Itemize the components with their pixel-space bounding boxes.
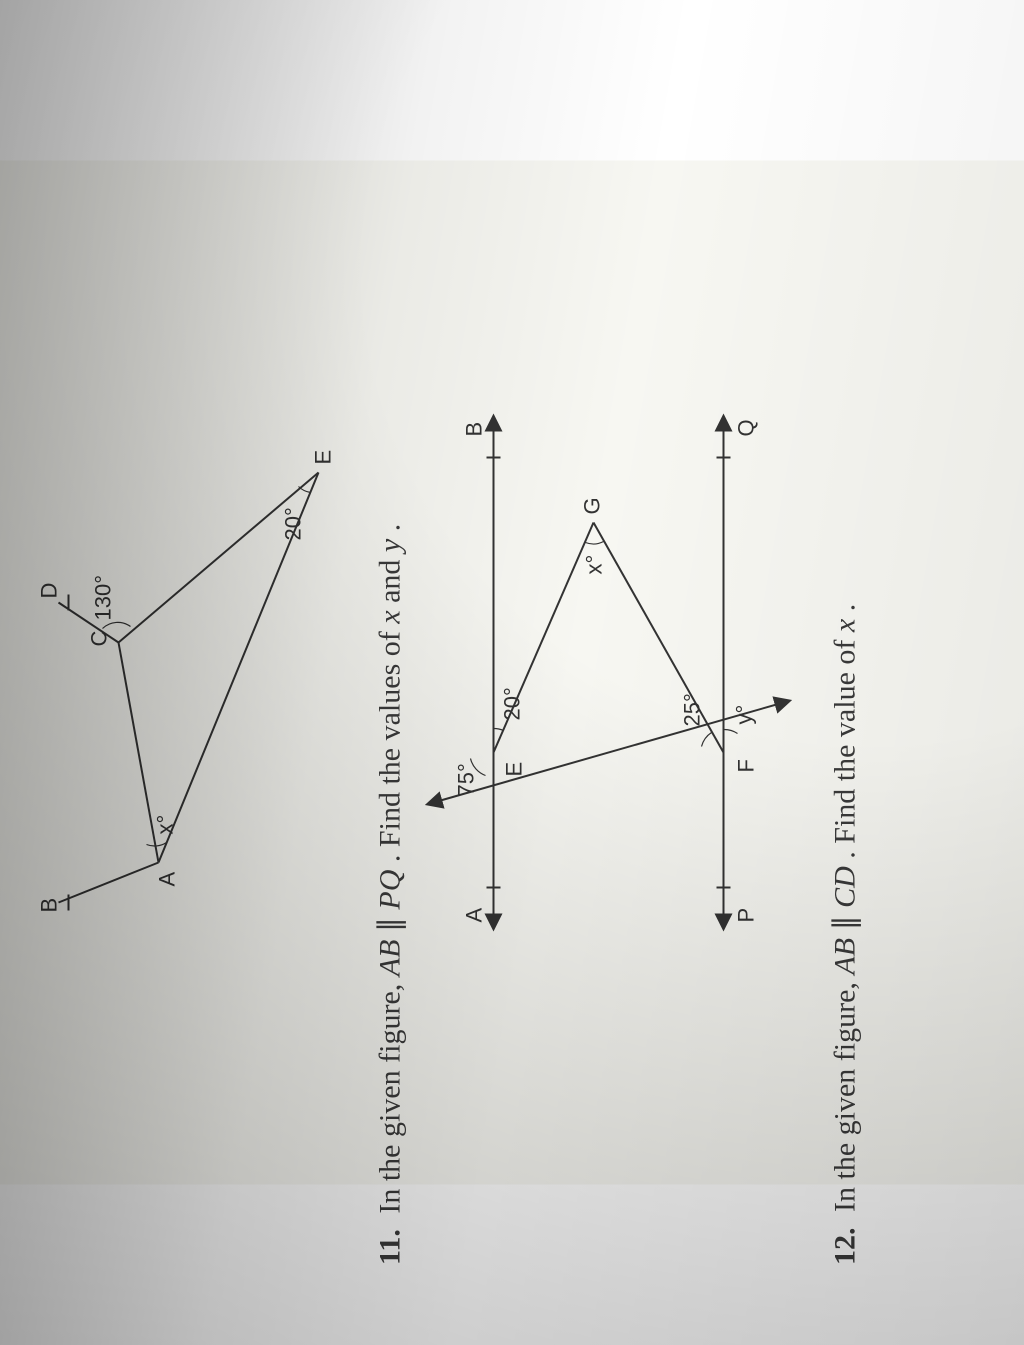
arc-Gx <box>585 542 603 544</box>
rotated-page: B D A C E x° 130° 20° 11. In the given f… <box>0 161 1024 1185</box>
angle-A-x: x° <box>152 815 177 835</box>
q11-suffix: . Find the values of <box>373 624 406 862</box>
ang-Gx: x° <box>581 555 606 575</box>
edge-CE <box>118 473 318 643</box>
q11-parallel: ∥ <box>373 910 406 933</box>
q12-prefix: In the given figure, <box>828 975 861 1212</box>
q11-prefix: In the given figure, <box>373 976 406 1213</box>
label-C: C <box>86 631 111 647</box>
label-F: F <box>733 759 758 772</box>
label-Q2: Q <box>733 419 758 436</box>
q12-number: 12. <box>828 1228 861 1266</box>
angle-E-20: 20° <box>280 507 305 540</box>
ang-Fy: y° <box>731 705 756 725</box>
q11-dot: . <box>373 524 406 532</box>
label-A2: A <box>461 908 486 923</box>
q12-suffix: . Find the value of <box>828 632 861 859</box>
label-P: P <box>733 908 758 923</box>
label-E2: E <box>501 762 526 777</box>
q11-and: and <box>373 552 406 603</box>
page-content: B D A C E x° 130° 20° 11. In the given f… <box>0 0 1024 1345</box>
q11-AB: AB <box>373 940 406 977</box>
question-11-text: 11. In the given figure, AB ∥ PQ . Find … <box>372 80 407 1265</box>
q11-x: x <box>373 610 406 623</box>
q12-parallel: ∥ <box>828 908 861 931</box>
label-A: A <box>154 872 179 887</box>
arc-A <box>146 843 166 847</box>
label-B: B <box>38 898 61 913</box>
angle-C-130: 130° <box>90 575 115 621</box>
label-G: G <box>579 497 604 514</box>
q11-number: 11. <box>373 1229 406 1265</box>
q12-AB: AB <box>828 938 861 975</box>
edge-AB <box>58 863 158 903</box>
arc-F25 <box>701 733 711 747</box>
arc-Fy <box>723 729 737 733</box>
label-D: D <box>38 583 61 599</box>
question-12-text: 12. In the given figure, AB ∥ CD . Find … <box>827 80 862 1265</box>
figure-10: B D A C E x° 130° 20° <box>38 373 348 973</box>
ang-F25: 25° <box>679 693 704 726</box>
q12-x: x <box>828 619 861 632</box>
figure-11: A B E P Q F G 75° 20° x° 25° y° <box>423 363 803 983</box>
q12-CD: CD <box>828 866 861 908</box>
figure-10-wrap: B D A C E x° 130° 20° <box>38 80 348 1265</box>
q12-dot: . <box>828 604 861 612</box>
figure-11-wrap: A B E P Q F G 75° 20° x° 25° y° <box>423 80 803 1265</box>
q11-PQ: PQ <box>373 870 406 910</box>
ang-E75: 75° <box>453 763 478 796</box>
label-B2: B <box>461 422 486 437</box>
arc-C <box>102 622 130 628</box>
label-E: E <box>310 450 335 465</box>
q11-y: y <box>373 539 406 552</box>
arc-E <box>298 487 310 493</box>
ang-E20: 20° <box>499 687 524 720</box>
arc-E20 <box>493 728 503 730</box>
